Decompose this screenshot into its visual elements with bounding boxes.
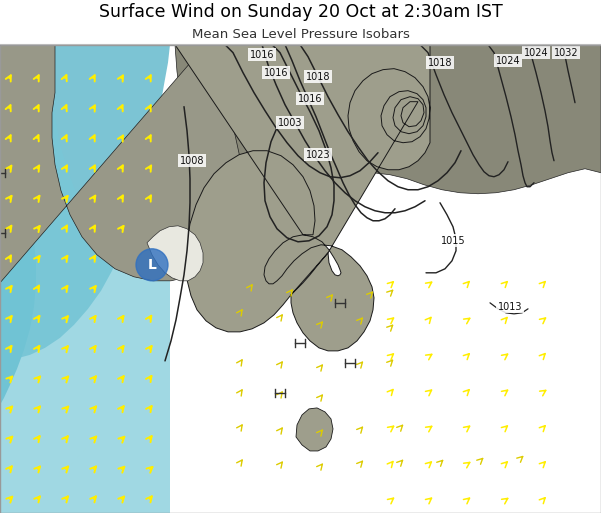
Circle shape (136, 249, 168, 281)
Polygon shape (0, 45, 601, 194)
Text: 1008: 1008 (180, 156, 204, 166)
Text: 1023: 1023 (306, 150, 331, 160)
Polygon shape (0, 133, 36, 513)
Text: 1018: 1018 (306, 72, 331, 82)
Text: 1024: 1024 (496, 55, 520, 66)
Text: 1024: 1024 (523, 48, 548, 57)
Polygon shape (175, 45, 430, 351)
Text: 1018: 1018 (428, 57, 452, 68)
Text: Mean Sea Level Pressure Isobars: Mean Sea Level Pressure Isobars (192, 28, 409, 42)
Text: 1015: 1015 (441, 236, 465, 246)
Text: 1016: 1016 (297, 94, 322, 104)
Text: 1003: 1003 (278, 117, 302, 128)
Text: Surface Wind on Sunday 20 Oct at 2:30am IST: Surface Wind on Sunday 20 Oct at 2:30am … (99, 4, 502, 22)
Text: 1013: 1013 (498, 302, 522, 312)
Polygon shape (0, 45, 170, 513)
Polygon shape (147, 226, 203, 281)
Text: 1016: 1016 (250, 50, 274, 60)
Text: 1032: 1032 (554, 48, 578, 57)
Text: 1016: 1016 (264, 68, 288, 77)
Polygon shape (0, 45, 242, 283)
Text: L: L (148, 258, 156, 272)
Polygon shape (0, 45, 170, 513)
Polygon shape (296, 408, 333, 451)
